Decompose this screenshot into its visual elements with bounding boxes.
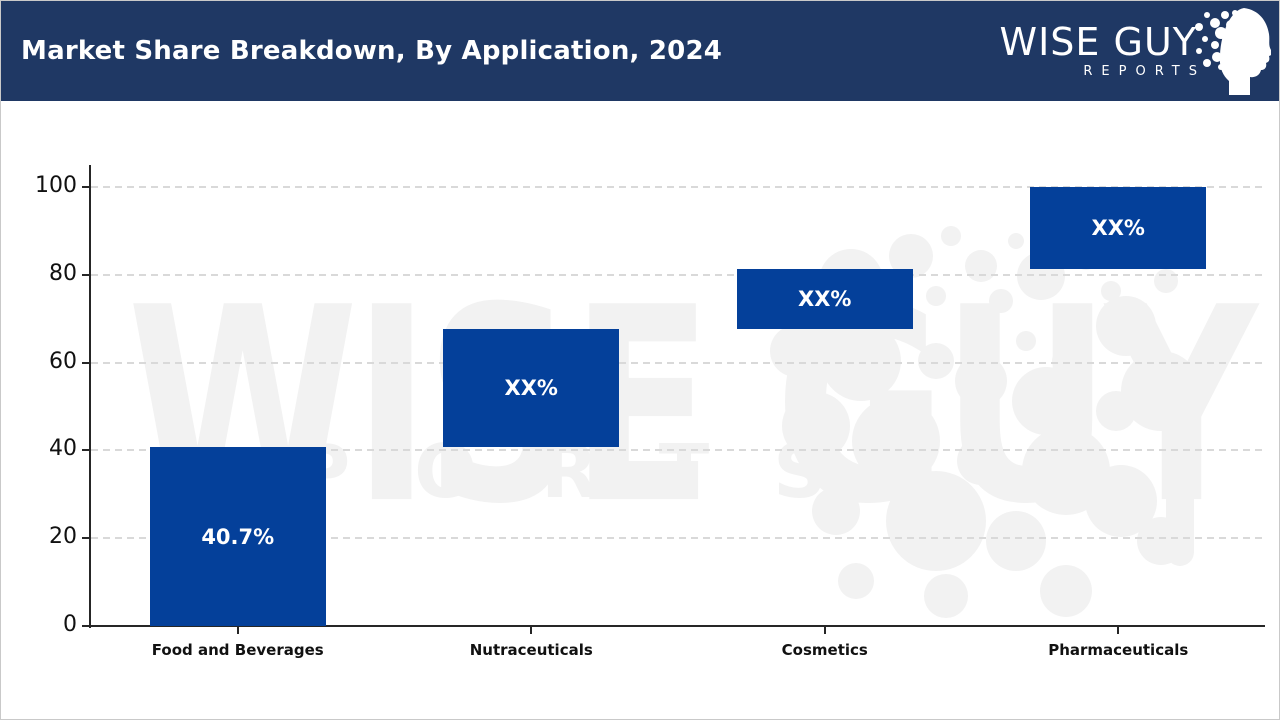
y-tick-label: 40: [49, 436, 77, 462]
x-tick-mark: [530, 627, 533, 634]
bar-segment: XX%: [1030, 187, 1207, 269]
x-category-label: Nutraceuticals: [469, 641, 593, 659]
bar-value-label: XX%: [504, 376, 558, 401]
y-tick-label: 0: [63, 612, 77, 637]
bar-value-label: XX%: [1091, 215, 1145, 240]
bar-value-label: XX%: [798, 286, 852, 311]
y-tick-mark: [82, 537, 90, 540]
x-tick-mark: [823, 627, 826, 634]
y-gridline: [91, 537, 1265, 540]
y-tick-mark: [82, 273, 90, 276]
header-bar: Market Share Breakdown, By Application, …: [1, 1, 1279, 101]
y-gridline: [91, 186, 1265, 188]
y-tick-mark: [82, 361, 90, 364]
brand-subtitle: REPORTS: [1083, 64, 1206, 79]
y-gridline: [91, 449, 1265, 452]
x-category-label: Cosmetics: [781, 641, 868, 659]
logo-head-icon: [1195, 8, 1271, 95]
brand-name: WISE GUY: [999, 20, 1197, 64]
x-axis-line: [89, 625, 1265, 627]
y-axis-line: [89, 165, 91, 628]
x-tick-mark: [1117, 627, 1120, 634]
bar-segment: 40.7%: [149, 447, 326, 626]
y-tick-label: 80: [49, 260, 77, 286]
bar-segment: XX%: [443, 328, 620, 448]
y-gridline: [91, 361, 1265, 364]
bar-value-label: 40.7%: [201, 524, 275, 549]
y-tick-label: 60: [49, 348, 77, 374]
brand-logo: WISE GUY REPORTS: [1000, 5, 1271, 97]
y-tick-label: 100: [35, 173, 77, 198]
bar-segment: XX%: [736, 268, 913, 329]
y-tick-mark: [82, 449, 90, 452]
x-category-label: Pharmaceuticals: [1048, 641, 1189, 659]
brand-logo-text: WISE GUY REPORTS: [1000, 23, 1197, 79]
y-tick-label: 20: [49, 524, 77, 550]
y-tick-mark: [82, 625, 90, 627]
chart-title: Market Share Breakdown, By Application, …: [21, 36, 723, 66]
y-tick-mark: [82, 186, 90, 188]
x-category-label: Food and Beverages: [151, 641, 324, 659]
y-gridline: [91, 273, 1265, 276]
x-tick-mark: [236, 627, 239, 634]
